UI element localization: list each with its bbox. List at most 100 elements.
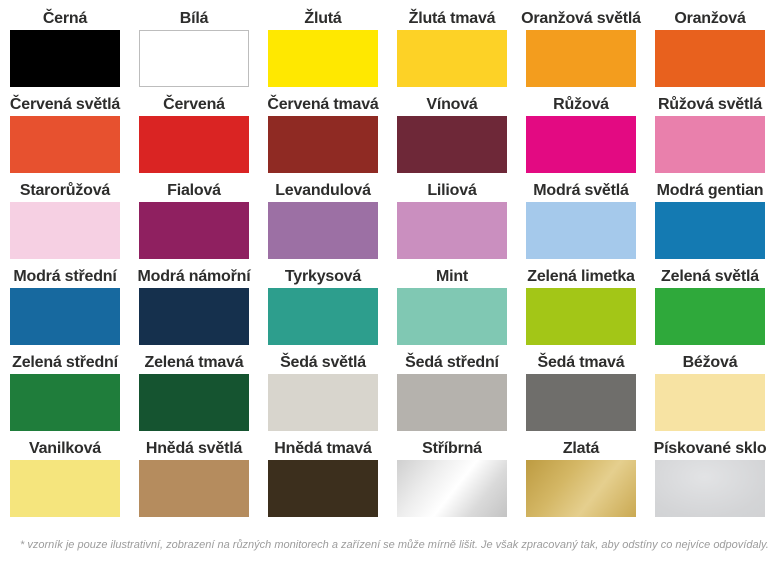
swatch-cell: Zlatá [526, 438, 636, 517]
swatch-cell: Stříbrná [397, 438, 507, 517]
swatch-label: Bílá [179, 10, 209, 27]
swatch-cell: Vínová [397, 94, 507, 173]
swatch-label: Zelená tmavá [144, 354, 244, 371]
swatch-cell: Fialová [139, 180, 249, 259]
swatch-cell: Zelená limetka [526, 266, 636, 345]
swatch-color [655, 374, 765, 431]
swatch-color [655, 460, 765, 517]
swatch-label: Oranžová světlá [521, 10, 641, 27]
swatch-cell: Zelená tmavá [139, 352, 249, 431]
swatch-cell: Modrá gentian [655, 180, 765, 259]
swatch-cell: Oranžová [655, 8, 765, 87]
swatch-color [397, 116, 507, 173]
swatch-label: Béžová [682, 354, 738, 371]
swatch-cell: Modrá světlá [526, 180, 636, 259]
swatch-cell: Zelená střední [10, 352, 120, 431]
swatch-color [268, 30, 378, 87]
swatch-color [655, 116, 765, 173]
swatch-label: Tyrkysová [284, 268, 362, 285]
swatch-color [10, 30, 120, 87]
swatch-color [397, 374, 507, 431]
swatch-color [526, 288, 636, 345]
swatch-color [139, 288, 249, 345]
swatch-label: Žlutá [304, 10, 342, 27]
swatch-label: Fialová [167, 182, 221, 199]
swatch-color [268, 374, 378, 431]
swatch-label: Liliová [427, 182, 477, 199]
footnote: * vzorník je pouze ilustrativní, zobraze… [20, 539, 769, 551]
swatch-cell: Červená světlá [10, 94, 120, 173]
swatch-color [10, 288, 120, 345]
swatch-cell: Tyrkysová [268, 266, 378, 345]
swatch-color [397, 288, 507, 345]
swatch-cell: Liliová [397, 180, 507, 259]
swatch-color [139, 374, 249, 431]
swatch-label: Mint [435, 268, 469, 285]
swatch-cell: Černá [10, 8, 120, 87]
swatch-color [10, 116, 120, 173]
swatch-cell: Růžová světlá [655, 94, 765, 173]
swatch-label: Starorůžová [19, 182, 111, 199]
swatch-label: Červená světlá [9, 96, 121, 113]
swatch-label: Žlutá tmavá [408, 10, 496, 27]
swatch-color [139, 460, 249, 517]
swatch-cell: Šedá světlá [268, 352, 378, 431]
swatch-cell: Mint [397, 266, 507, 345]
swatch-label: Stříbrná [422, 440, 482, 457]
swatch-color [526, 116, 636, 173]
swatch-label: Zelená střední [12, 354, 118, 371]
swatch-color [10, 202, 120, 259]
swatch-grid: Černá Bílá Žlutá Žlutá tmavá Oranžová sv… [10, 8, 767, 517]
swatch-color [139, 30, 249, 87]
swatch-label: Pískované sklo [653, 440, 767, 457]
swatch-label: Červená tmavá [267, 96, 379, 113]
swatch-label: Hnědá světlá [145, 440, 243, 457]
swatch-label: Hnědá tmavá [274, 440, 372, 457]
swatch-cell: Žlutá [268, 8, 378, 87]
swatch-cell: Žlutá tmavá [397, 8, 507, 87]
swatch-label: Růžová světlá [657, 96, 763, 113]
swatch-label: Černá [42, 10, 88, 27]
swatch-color [139, 116, 249, 173]
swatch-cell: Vanilková [10, 438, 120, 517]
swatch-cell: Béžová [655, 352, 765, 431]
swatch-color [526, 30, 636, 87]
swatch-color [268, 116, 378, 173]
swatch-cell: Hnědá tmavá [268, 438, 378, 517]
swatch-cell: Růžová [526, 94, 636, 173]
swatch-cell: Zelená světlá [655, 266, 765, 345]
swatch-label: Modrá světlá [533, 182, 629, 199]
swatch-label: Růžová [553, 96, 609, 113]
swatch-label: Modrá gentian [656, 182, 764, 199]
swatch-label: Šedá střední [405, 354, 499, 371]
swatch-cell: Oranžová světlá [521, 8, 641, 87]
swatch-label: Vínová [426, 96, 478, 113]
swatch-color [397, 460, 507, 517]
swatch-color [397, 202, 507, 259]
swatch-cell: Červená [139, 94, 249, 173]
swatch-cell: Šedá střední [397, 352, 507, 431]
swatch-color [268, 460, 378, 517]
swatch-label: Červená [163, 96, 225, 113]
swatch-label: Zelená limetka [527, 268, 635, 285]
swatch-cell: Starorůžová [10, 180, 120, 259]
swatch-label: Oranžová [674, 10, 746, 27]
swatch-cell: Šedá tmavá [526, 352, 636, 431]
swatch-color [268, 288, 378, 345]
swatch-color [139, 202, 249, 259]
swatch-cell: Modrá střední [10, 266, 120, 345]
swatch-cell: Modrá námořní [137, 266, 251, 345]
swatch-label: Šedá tmavá [537, 354, 625, 371]
swatch-cell: Hnědá světlá [139, 438, 249, 517]
swatch-color [655, 288, 765, 345]
swatch-label: Zelená světlá [661, 268, 759, 285]
swatch-color [268, 202, 378, 259]
swatch-color [10, 374, 120, 431]
swatch-cell: Levandulová [268, 180, 378, 259]
swatch-label: Vanilková [28, 440, 102, 457]
swatch-label: Modrá střední [13, 268, 117, 285]
swatch-color [655, 30, 765, 87]
swatch-color [655, 202, 765, 259]
swatch-label: Modrá námořní [137, 268, 251, 285]
